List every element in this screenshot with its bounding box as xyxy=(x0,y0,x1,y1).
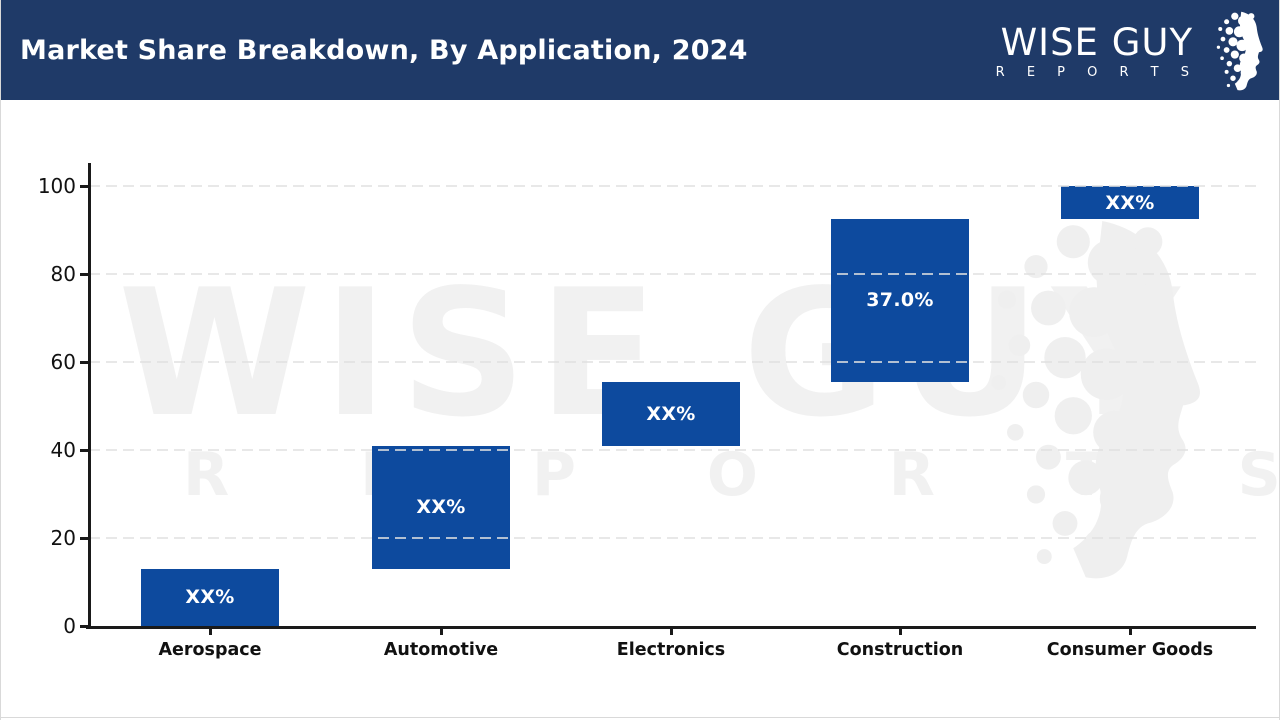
bar-automotive: XX% xyxy=(372,445,510,569)
x-tick-mark xyxy=(1129,628,1132,635)
bar-value-label: XX% xyxy=(1105,191,1155,214)
x-tick-mark xyxy=(440,628,443,635)
y-tick-label-100: 100 xyxy=(37,174,76,198)
x-axis-line xyxy=(86,626,1256,629)
bar-value-label: 37.0% xyxy=(866,289,934,312)
x-tick-label-consumer-goods: Consumer Goods xyxy=(1046,640,1214,660)
header-bar: Market Share Breakdown, By Application, … xyxy=(0,0,1280,100)
bar-aerospace: XX% xyxy=(141,568,279,626)
dotted-face-logo-icon xyxy=(1216,11,1263,91)
brand-name: WISE GUY xyxy=(1000,21,1194,65)
y-tick-mark xyxy=(80,625,89,628)
y-tick-mark xyxy=(80,273,89,276)
x-tick-label-aerospace: Aerospace xyxy=(158,640,262,660)
bar-value-label: XX% xyxy=(416,496,466,519)
y-tick-mark xyxy=(80,361,89,364)
y-tick-mark xyxy=(80,449,89,452)
y-tick-mark xyxy=(80,185,89,188)
watermark-dotted-face-icon xyxy=(991,221,1200,579)
brand-logo-text: WISE GUY R E P O R T S xyxy=(995,21,1198,80)
gridline-y20 xyxy=(89,537,1256,539)
gridline-y40 xyxy=(89,449,1256,451)
brand-subtitle: R E P O R T S xyxy=(995,64,1198,80)
x-tick-label-construction: Construction xyxy=(836,640,964,660)
y-axis-line xyxy=(88,163,91,628)
bar-value-label: XX% xyxy=(646,402,696,425)
x-tick-label-automotive: Automotive xyxy=(383,640,499,660)
gridline-y100 xyxy=(89,185,1256,187)
x-tick-label-electronics: Electronics xyxy=(616,640,726,660)
bar-electronics: XX% xyxy=(602,381,740,446)
y-tick-label-40: 40 xyxy=(50,438,76,462)
x-tick-mark xyxy=(899,628,902,635)
y-tick-label-20: 20 xyxy=(50,526,76,550)
bottom-divider xyxy=(0,717,1280,718)
bar-construction: 37.0% xyxy=(831,219,969,382)
bar-consumer-goods: XX% xyxy=(1061,186,1199,219)
page-title: Market Share Breakdown, By Application, … xyxy=(20,34,748,66)
y-tick-mark xyxy=(80,537,89,540)
bar-value-label: XX% xyxy=(185,586,235,609)
x-tick-mark xyxy=(670,628,673,635)
gridline-y60 xyxy=(89,361,1256,363)
brand-logo: WISE GUY R E P O R T S xyxy=(996,7,1266,93)
y-tick-label-80: 80 xyxy=(50,262,76,286)
y-tick-label-0: 0 xyxy=(63,614,76,638)
y-tick-label-60: 60 xyxy=(50,350,76,374)
x-tick-mark xyxy=(209,628,212,635)
gridline-y80 xyxy=(89,273,1256,275)
